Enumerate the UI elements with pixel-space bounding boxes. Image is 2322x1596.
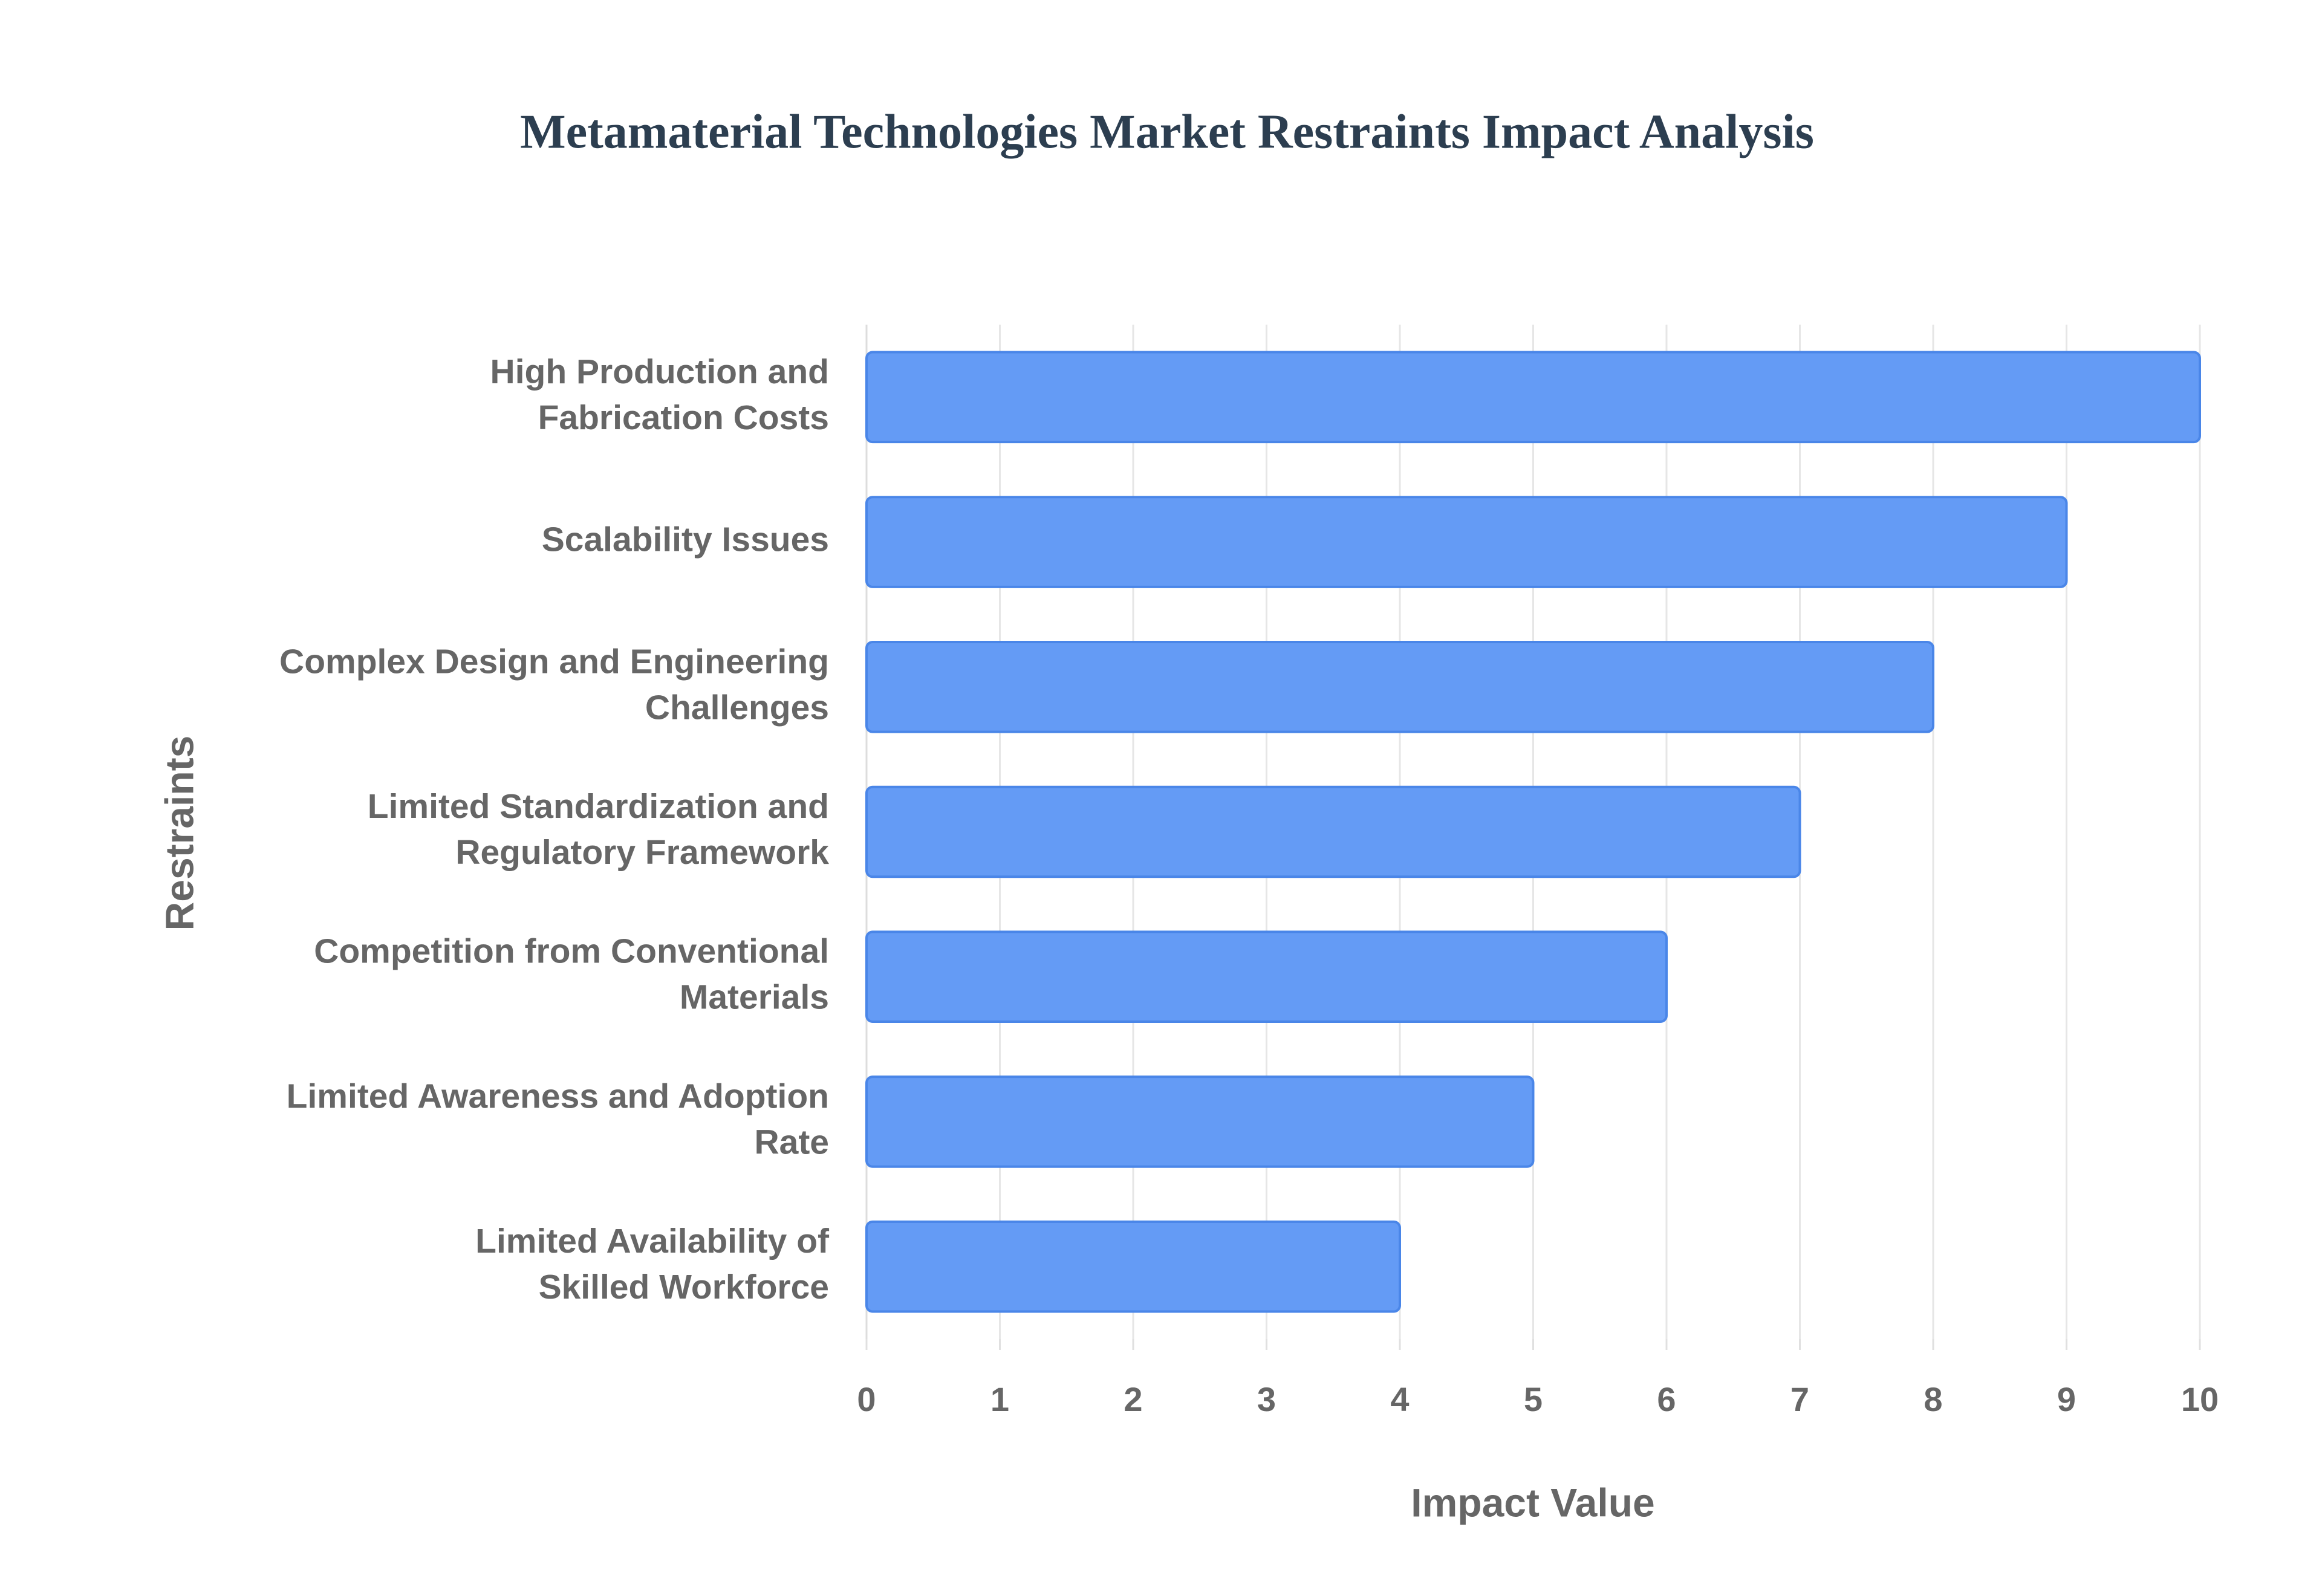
x-tick-label: 7 <box>1790 1380 1809 1418</box>
y-tick-label: High Production and Fabrication Costs <box>490 352 829 437</box>
bar <box>865 785 1801 878</box>
label-line: Limited Availability of <box>475 1222 830 1260</box>
label-line: High Production and <box>490 352 829 391</box>
x-tick-label: 10 <box>2181 1380 2219 1418</box>
label-line: Materials <box>680 978 829 1017</box>
y-tick-label: Competition from Conventional Materials <box>314 932 829 1017</box>
bar <box>865 930 1668 1023</box>
label-line: Skilled Workforce <box>539 1268 829 1306</box>
y-tick-label: Limited Standardization and Regulatory Fr… <box>368 787 830 872</box>
label-line: Challenges <box>645 688 829 727</box>
x-axis-title: Impact Value <box>1411 1480 1655 1525</box>
y-tick-label: Scalability Issues <box>542 521 829 559</box>
x-tick-label: 3 <box>1257 1380 1276 1418</box>
bar <box>865 640 1934 733</box>
y-tick-label: Limited Availability of Skilled Workforce <box>475 1222 830 1306</box>
label-line: Rate <box>754 1123 829 1161</box>
bar <box>865 1075 1535 1168</box>
bar <box>865 496 2068 588</box>
label-line: Limited Awareness and Adoption <box>287 1077 829 1115</box>
label-line: Regulatory Framework <box>455 833 829 872</box>
label-line: Complex Design and Engineering <box>279 642 829 681</box>
x-tick-label: 2 <box>1124 1380 1142 1418</box>
x-tick-label: 6 <box>1657 1380 1676 1418</box>
x-tick-label: 8 <box>1924 1380 1942 1418</box>
x-tick-label: 9 <box>2057 1380 2076 1418</box>
x-tick-label: 5 <box>1524 1380 1543 1418</box>
x-tick-label: 0 <box>857 1380 876 1418</box>
bar <box>865 1220 1401 1313</box>
label-line: Limited Standardization and <box>368 787 829 826</box>
y-axis-title: Restraints <box>157 736 201 931</box>
label-line: Competition from Conventional <box>314 932 829 971</box>
label-line: Fabrication Costs <box>538 398 829 437</box>
x-tick-label: 1 <box>990 1380 1009 1418</box>
chart-title: Metamaterial Technologies Market Restrai… <box>520 105 1814 158</box>
y-tick-label: Limited Awareness and Adoption Rate <box>287 1077 829 1161</box>
y-tick-label: Complex Design and Engineering Challenges <box>279 642 829 727</box>
x-tick-label: 4 <box>1390 1380 1409 1418</box>
label-line: Scalability Issues <box>542 521 829 559</box>
bar <box>865 351 2201 444</box>
